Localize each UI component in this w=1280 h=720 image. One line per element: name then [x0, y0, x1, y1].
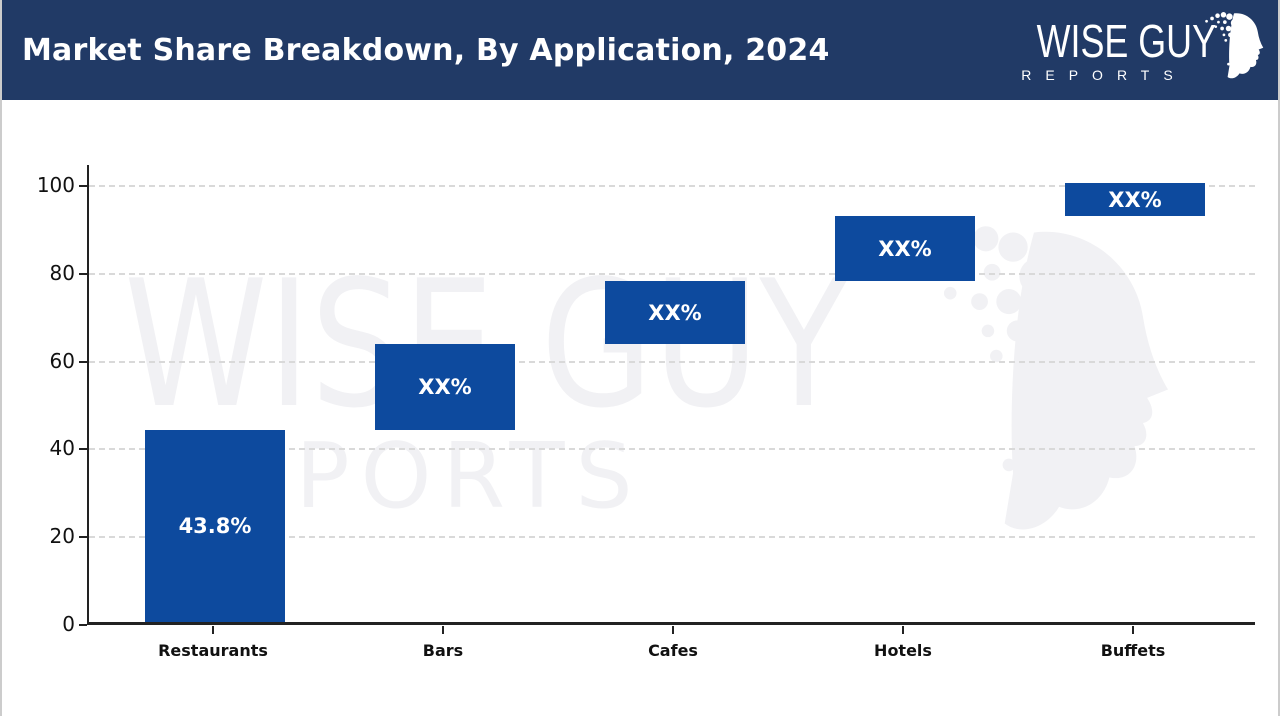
- y-tick-label-0: 0: [62, 612, 75, 636]
- x-tick-mark-bars: [442, 626, 444, 634]
- bar-bars: XX%: [375, 344, 515, 430]
- bar-value-label-hotels: XX%: [878, 236, 932, 261]
- gridline-100: [89, 185, 1255, 188]
- x-tick-mark-hotels: [902, 626, 904, 634]
- logo-subtext: REPORTS: [1021, 66, 1187, 83]
- chart-content: WISE GUY REPORTS 43.8% XX% XX% XX% XX%: [2, 100, 1278, 716]
- logo-head-icon: [1205, 12, 1264, 79]
- header: Market Share Breakdown, By Application, …: [2, 0, 1278, 100]
- bar-cafes: XX%: [605, 280, 745, 345]
- y-tick-mark-40: [79, 448, 87, 451]
- x-tick-mark-cafes: [672, 626, 674, 634]
- y-tick-mark-100: [79, 185, 87, 188]
- y-tick-label-80: 80: [49, 260, 75, 285]
- bar-restaurants: 43.8%: [145, 429, 285, 622]
- bar-value-label-bars: XX%: [418, 374, 472, 399]
- x-category-label-bars: Bars: [422, 641, 464, 660]
- page-title: Market Share Breakdown, By Application, …: [22, 32, 830, 68]
- gridline-80: [89, 272, 1255, 275]
- y-tick-label-60: 60: [49, 348, 75, 373]
- x-category-label-cafes: Cafes: [648, 641, 698, 660]
- y-tick-mark-20: [79, 536, 87, 539]
- x-tick-mark-buffets: [1132, 626, 1134, 634]
- x-category-label-buffets: Buffets: [1100, 641, 1166, 660]
- gridline-60: [89, 360, 1255, 363]
- bar-value-label-restaurants: 43.8%: [178, 513, 252, 538]
- x-category-label-hotels: Hotels: [874, 641, 932, 660]
- gridline-40: [89, 448, 1255, 451]
- x-tick-mark-restaurants: [212, 626, 214, 634]
- logo-text: WISE GUY REPORTS: [986, 18, 1216, 83]
- gridline-20: [89, 536, 1255, 539]
- bar-value-label-cafes: XX%: [648, 300, 702, 325]
- y-tick-label-20: 20: [49, 524, 75, 549]
- logo: WISE GUY REPORTS: [986, 0, 1266, 100]
- bar-hotels: XX%: [835, 216, 975, 281]
- bar-value-label-buffets: XX%: [1108, 187, 1162, 212]
- plot-area: 43.8% XX% XX% XX% XX%: [87, 165, 1255, 625]
- y-tick-mark-0: [79, 624, 87, 626]
- bar-buffets: XX%: [1065, 183, 1205, 217]
- logo-wordmark: WISE GUY: [1036, 14, 1216, 67]
- y-tick-label-40: 40: [49, 436, 75, 461]
- x-category-label-restaurants: Restaurants: [158, 641, 268, 660]
- y-tick-mark-80: [79, 272, 87, 275]
- y-tick-label-100: 100: [36, 173, 75, 198]
- y-tick-mark-60: [79, 360, 87, 363]
